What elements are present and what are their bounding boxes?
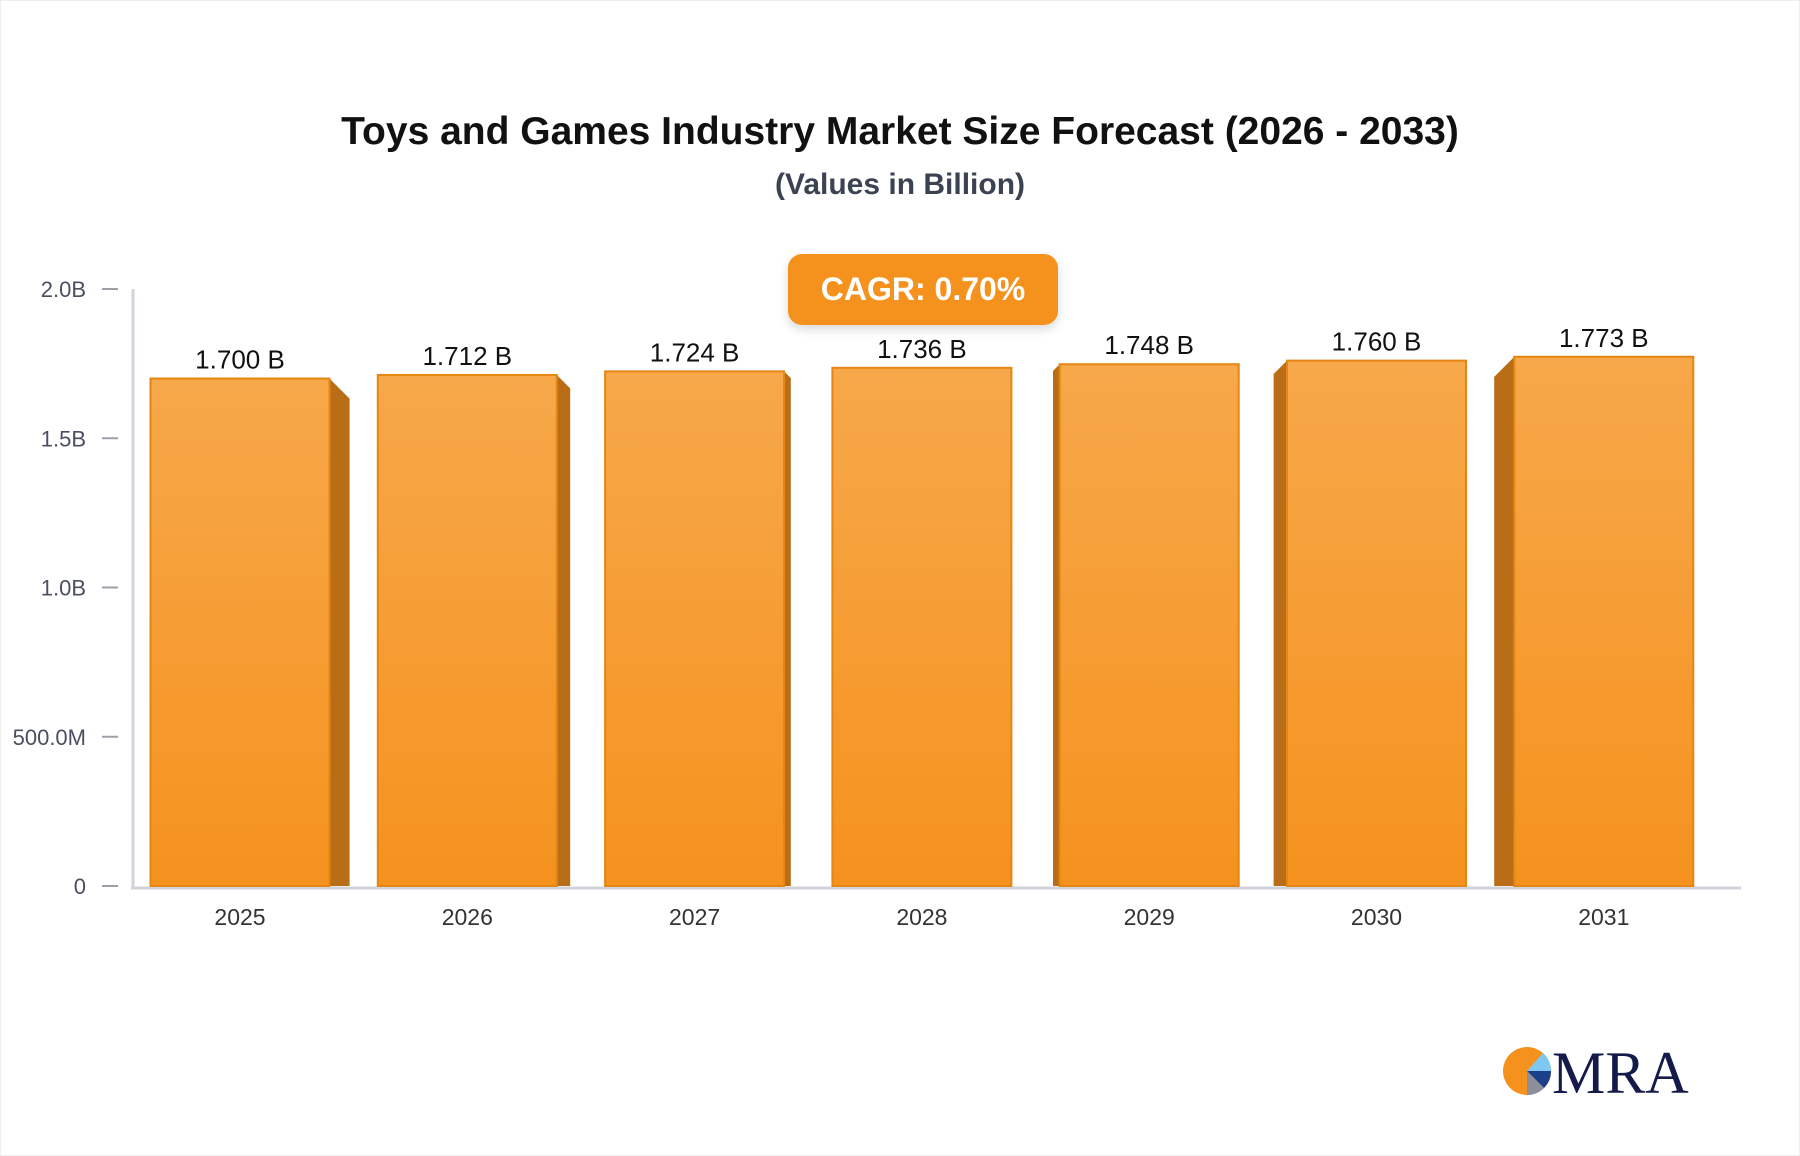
y-tick-label: 500.0M [13, 725, 86, 750]
bar-value-label: 1.724 B [650, 337, 740, 367]
x-tick-label: 2027 [669, 904, 720, 930]
bar-side [784, 371, 791, 886]
chart-subtitle: (Values in Billion) [774, 168, 1026, 201]
x-tick-label: 2028 [896, 904, 947, 930]
y-tick-label: 0 [74, 874, 86, 899]
x-tick-label: 2026 [442, 904, 493, 930]
bar-value-label: 1.700 B [195, 345, 285, 375]
cagr-badge: CAGR: 0.70% [788, 254, 1058, 325]
bar-side [329, 378, 350, 886]
bar [604, 370, 786, 887]
bar-side [556, 374, 571, 886]
bar [1286, 359, 1467, 887]
y-tick-label: 2.0B [41, 277, 86, 302]
bar-side [1053, 364, 1060, 886]
bar-side [1273, 360, 1287, 886]
x-tick-label: 2029 [1124, 904, 1175, 930]
bar [831, 366, 1013, 887]
chart-title: Toys and Games Industry Market Size Fore… [341, 110, 1459, 153]
bar-value-label: 1.748 B [1104, 330, 1194, 360]
bar-value-label: 1.773 B [1559, 323, 1649, 353]
logo-text: MRA [1552, 1040, 1689, 1100]
bar [1513, 355, 1695, 887]
bar-side [1494, 356, 1515, 886]
y-tick-label: 1.0B [41, 576, 86, 601]
bar-value-label: 1.712 B [422, 341, 512, 371]
y-tick-label: 1.5B [41, 426, 86, 451]
x-tick-label: 2025 [214, 904, 265, 930]
bar [149, 377, 331, 887]
bar-value-label: 1.760 B [1332, 327, 1422, 357]
x-tick-label: 2031 [1578, 904, 1629, 930]
bar [376, 373, 558, 887]
bar [1058, 363, 1240, 887]
x-tick-label: 2030 [1351, 904, 1402, 930]
bar-value-label: 1.736 B [877, 334, 967, 364]
mra-logo: MRA [1503, 1040, 1689, 1100]
